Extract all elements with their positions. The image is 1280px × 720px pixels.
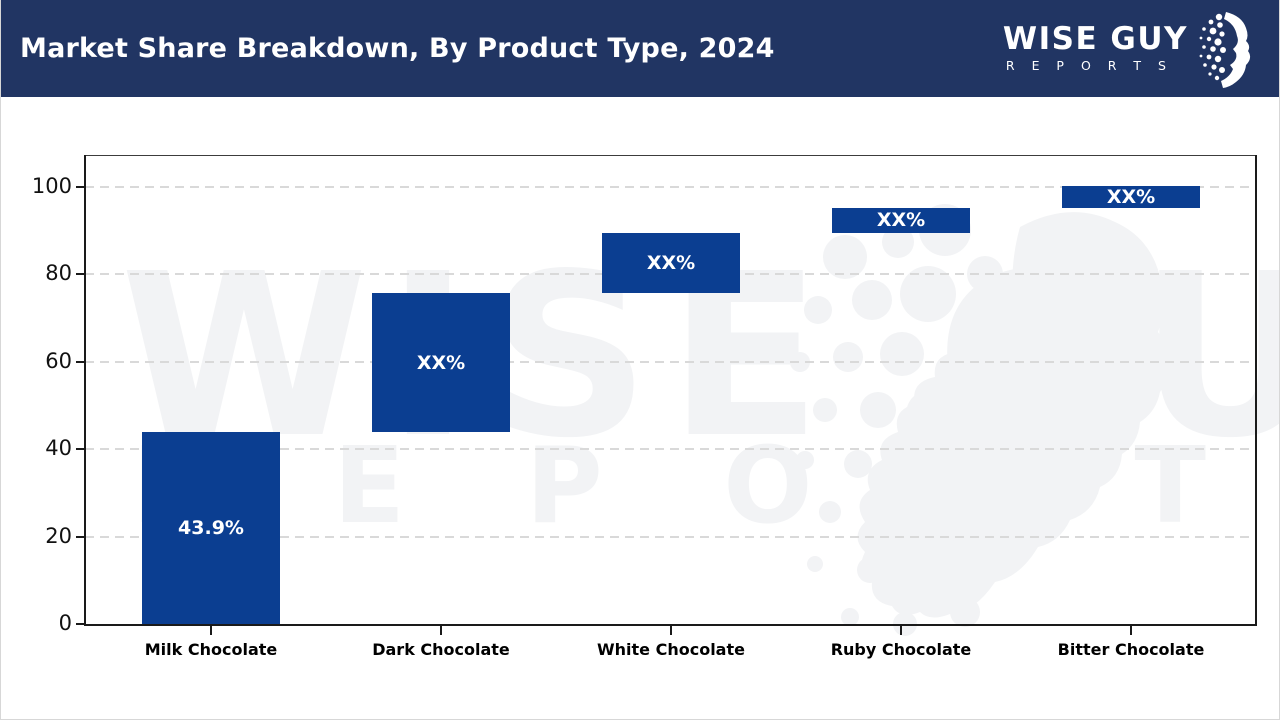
header-band: Market Share Breakdown, By Product Type,… [0,0,1280,97]
bar-milk-chocolate: 43.9% [142,432,280,624]
x-category-label: Milk Chocolate [144,640,278,659]
y-axis-tick [76,360,85,363]
x-axis-tick [670,626,672,635]
chart-canvas: WISE GUY R E P O R T S 02040608010043.9%… [0,97,1280,720]
wiseguy-logo-text: WISE GUY R E P O R T S [1003,24,1188,73]
wiseguy-face-icon [1199,11,1251,88]
x-category-label: Bitter Chocolate [1057,640,1205,659]
y-axis-tick [76,273,85,276]
page-title: Market Share Breakdown, By Product Type,… [20,33,775,64]
top-spine [84,155,1257,156]
y-tick-label: 0 [58,611,72,635]
bar-value-label: XX% [416,351,466,374]
x-category-label: Ruby Chocolate [830,640,972,659]
x-axis-tick [210,626,212,635]
y-tick-label: 80 [45,261,72,286]
y-axis-tick [76,186,85,188]
gridline-100 [85,186,1257,188]
bar-value-label: 43.9% [178,517,244,540]
logo-wordmark: WISE GUY [1002,21,1188,58]
y-tick-label: 100 [31,174,72,198]
watermark-face-icon [790,204,1168,636]
x-axis-tick [440,626,442,635]
x-axis-tick [900,626,902,635]
y-axis-tick [76,448,85,451]
gridline-40 [85,448,1257,451]
logo-subtitle: R E P O R T S [1005,58,1173,74]
bar-value-label: XX% [646,252,696,275]
y-axis-right-spine [1255,155,1257,626]
bar-value-label: XX% [876,209,926,232]
y-axis-left-spine [84,155,86,626]
x-axis-spine [84,624,1257,626]
x-axis-tick [1130,626,1132,635]
y-axis-tick [76,535,85,538]
bar-white-chocolate: XX% [602,232,740,294]
y-tick-label: 20 [45,523,72,548]
bar-ruby-chocolate: XX% [832,207,970,233]
gridline-60 [85,360,1257,363]
wiseguy-logo: WISE GUY R E P O R T S [1003,8,1254,90]
x-category-label: Dark Chocolate [372,640,510,659]
bar-dark-chocolate: XX% [372,293,510,433]
y-tick-label: 60 [45,348,72,373]
bar-bitter-chocolate: XX% [1062,186,1200,208]
x-category-label: White Chocolate [597,640,745,659]
y-tick-label: 40 [45,436,72,461]
bar-value-label: XX% [1106,185,1156,208]
gridline-20 [85,535,1257,538]
y-axis-tick [76,623,85,625]
